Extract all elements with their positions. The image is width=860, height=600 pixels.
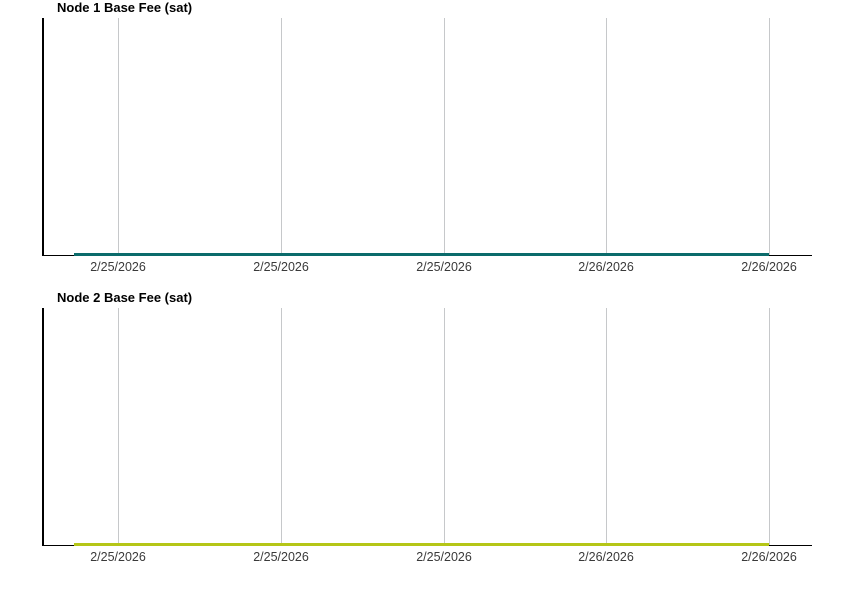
y-axis-line [42, 18, 44, 256]
x-tick-label: 2/26/2026 [578, 550, 634, 564]
gridline [281, 308, 282, 546]
series-line-node-2 [74, 543, 769, 546]
gridline [118, 308, 119, 546]
x-tick-label: 2/25/2026 [253, 260, 309, 274]
x-tick-label: 2/25/2026 [90, 550, 146, 564]
page-title-secondary: Node 2 Base Fee (sat) [57, 290, 193, 305]
plot-area-node-2 [42, 308, 812, 546]
x-tick-label: 2/25/2026 [416, 550, 472, 564]
gridline [606, 18, 607, 256]
x-tick-label: 2/25/2026 [253, 550, 309, 564]
gridline [769, 308, 770, 546]
series-line-node-1 [74, 253, 769, 256]
plot-area-node-1 [42, 18, 812, 256]
gridline [118, 18, 119, 256]
chart-panel-node-1: Node 1 Base Fee (sat) 2/25/2026 2/25/202… [0, 0, 860, 288]
page-title: Node 1 Base Fee (sat) [57, 0, 193, 15]
x-axis-tick-labels-node-2: 2/25/2026 2/25/2026 2/25/2026 2/26/2026 … [0, 549, 860, 565]
chart-panel-node-2: Node 2 Base Fee (sat) 2/25/2026 2/25/202… [0, 288, 860, 578]
gridline [769, 18, 770, 256]
x-tick-label: 2/26/2026 [741, 550, 797, 564]
x-tick-label: 2/25/2026 [416, 260, 472, 274]
gridline [444, 18, 445, 256]
x-axis-tick-labels-node-1: 2/25/2026 2/25/2026 2/25/2026 2/26/2026 … [0, 259, 860, 275]
x-tick-label: 2/26/2026 [578, 260, 634, 274]
x-tick-label: 2/25/2026 [90, 260, 146, 274]
y-axis-line [42, 308, 44, 546]
gridline [444, 308, 445, 546]
x-tick-label: 2/26/2026 [741, 260, 797, 274]
gridline [606, 308, 607, 546]
gridline [281, 18, 282, 256]
